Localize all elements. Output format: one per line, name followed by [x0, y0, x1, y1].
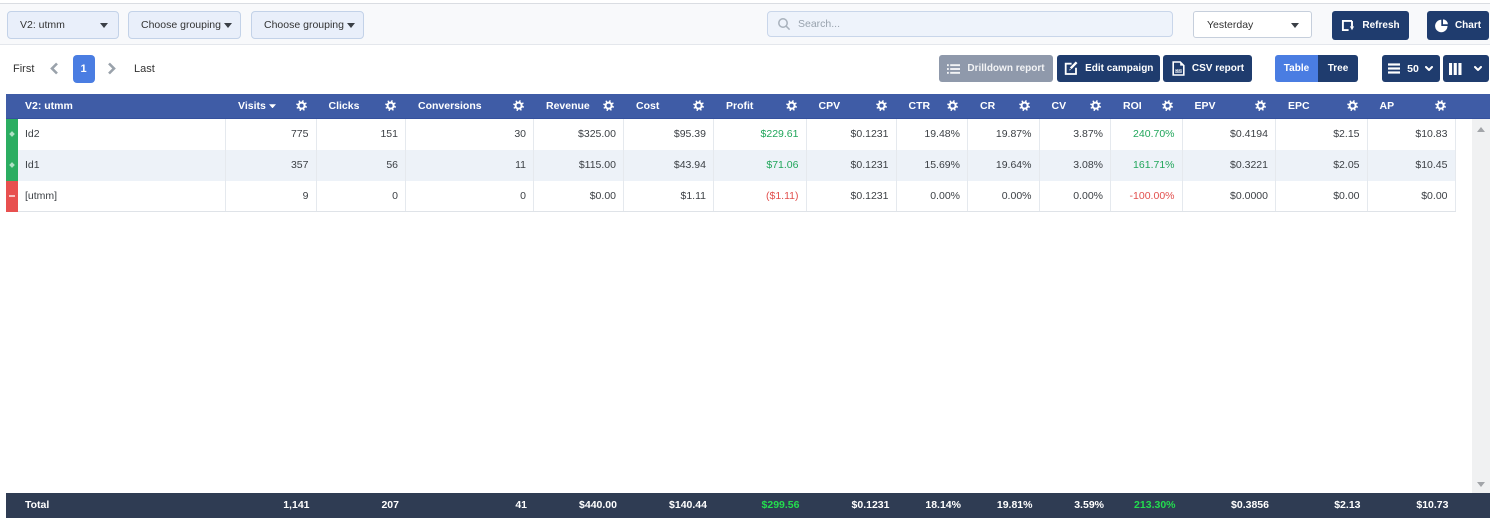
svg-text:CSV: CSV — [1175, 69, 1183, 73]
